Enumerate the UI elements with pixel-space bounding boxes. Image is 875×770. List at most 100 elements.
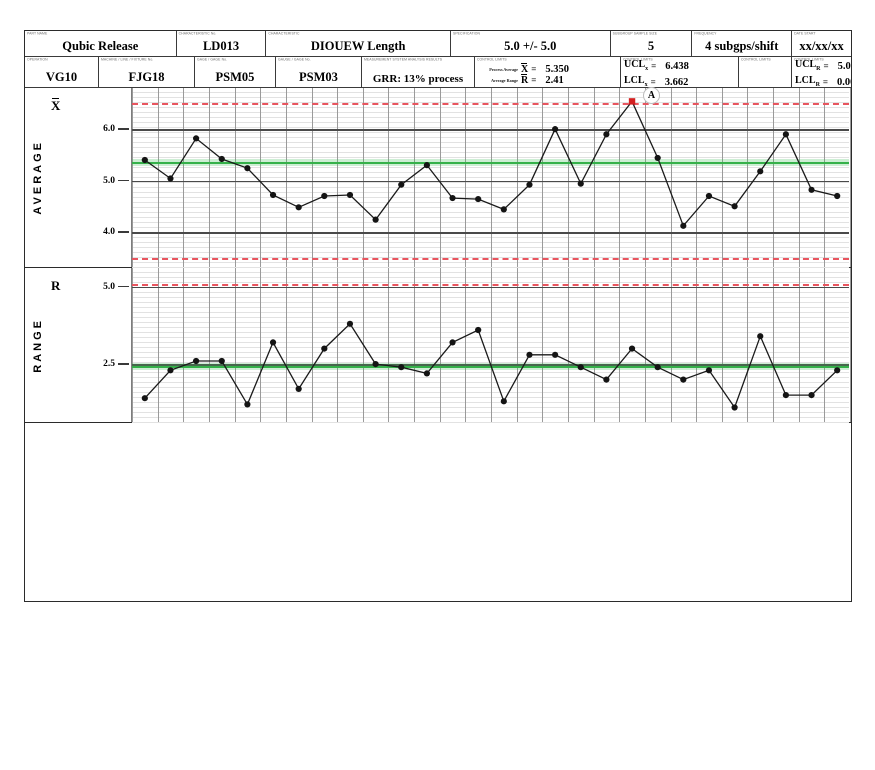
stat-symbol: R [521,73,529,86]
grid-hline [132,202,849,203]
data-point [321,192,328,200]
header-cell-diouew-length: CHARACTERISTIC DIOUEW Length [266,31,451,57]
data-point [680,222,687,229]
grid-hline [132,347,849,348]
grid-hline [132,337,849,338]
grid-vline [721,88,723,267]
grid-hline [132,192,849,193]
grid-hline [132,352,849,353]
grid-hline [132,317,849,318]
range-axis-symbol: R [51,278,61,293]
data-point [269,339,277,346]
grid-vline [234,88,236,267]
grid-vline [285,88,287,267]
data-point [269,191,277,199]
stat-line: UCLR= 5.09 [792,59,851,75]
grid-vline [721,268,723,422]
scale-line [132,129,849,131]
average-plot-grid: A [131,87,851,268]
data-point [398,181,405,188]
stat-subscript: x [645,65,649,72]
grid-hline [132,402,849,403]
grid-hline [132,157,849,158]
grid-vline [388,268,390,422]
header-cell-5: SUBGROUP SAMPLE SIZE 5 [610,31,693,57]
stat-value: 0.00 [837,77,851,88]
data-point [295,204,302,211]
range-axis-title: RANGE [27,268,49,422]
grid-vline [132,268,133,422]
average-series [141,98,841,229]
grid-vline [619,88,621,267]
data-point [475,195,482,203]
range-chart: RANGE R 5.0 2.5 [25,268,851,423]
grid-hline [132,292,849,293]
grid-vline [337,268,339,422]
grid-hline [132,182,849,183]
series-line [144,100,838,228]
y-tick-label: 5.0 [103,282,129,292]
y-tick-mark [118,128,129,130]
stat-value: 5.350 [545,63,569,75]
header-cell-caption: GAUGE / GAGE No. [278,57,311,62]
data-point [167,175,174,182]
header-cell-caption: GAGE / GAGE No. [197,57,228,62]
header-cell-value: 5.0 +/- 5.0 [504,39,557,53]
header-cell-5-0-5-0: SPECIFICATION 5.0 +/- 5.0 [450,31,611,57]
stat-line: LCLR= 0.00 [792,74,851,88]
stat-line: LCLx = 3.662 [621,75,738,88]
header-cell-value: DIOUEW Length [310,39,406,53]
data-point [834,192,841,200]
overbar [52,98,60,100]
grid-hline [132,247,849,248]
header-cell-caption: CONTROL LIMITS [477,57,507,62]
data-point [372,361,379,368]
grid-hline [132,277,849,278]
data-point [782,131,789,138]
grid-hline [132,422,849,423]
grid-hline [132,387,849,388]
data-point [552,126,559,133]
header-row-2: OPERATION VG10 MACHINE / LINE / FIXTURE No… [25,57,851,88]
data-point [449,194,456,202]
grid-hline [132,122,849,123]
grid-hline [132,377,849,378]
grid-vline [824,268,826,422]
data-point [808,392,815,399]
grid-vline [362,88,364,267]
y-tick-mark [118,231,129,233]
scale-line [132,286,849,289]
grid-hline [132,107,849,108]
y-tick-text: 4.0 [103,227,115,237]
data-point [398,364,405,371]
grid-vline [670,88,672,267]
equals-sign: = [650,77,656,87]
grid-hline [132,342,849,343]
grid-hline [132,297,849,298]
grid-hline [132,262,849,263]
stat-symbol: LCLR [795,74,820,88]
data-point [500,206,507,213]
grid-hline [132,227,849,228]
grid-vline [747,268,749,422]
center-line [132,161,849,164]
header-cell-caption: CHARACTERISTIC No. [178,31,217,36]
y-tick-label: 2.5 [103,359,129,369]
grid-vline [285,268,287,422]
stat-subscript: R [815,81,820,88]
data-point [577,364,584,371]
grid-hline [132,307,849,308]
grid-vline [516,268,518,422]
stat-line: Average Range R = 2.41 [475,73,620,86]
out-of-control-annotation: A [643,87,661,105]
header-cell-xx-xx-xx: DATE START xx/xx/xx [792,31,851,57]
grid-vline [465,88,467,267]
scale-line [132,180,849,183]
grid-hline [132,142,849,143]
stat-value: 5.09 [837,61,851,72]
data-point [705,192,713,200]
grid-vline [491,88,492,267]
grid-vline [850,268,851,422]
header-cell-4-subgps-shift: FREQUENCY 4 subgps/shift [692,31,793,57]
